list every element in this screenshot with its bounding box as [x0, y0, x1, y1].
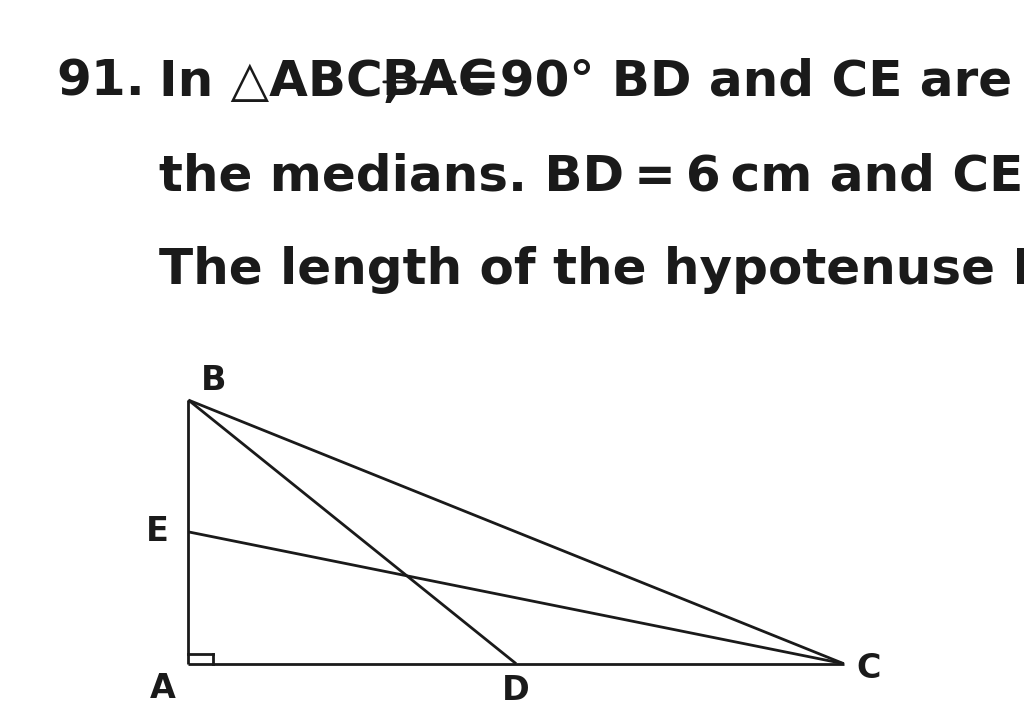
Text: the medians. BD = 6 cm and CE = 8 cm.: the medians. BD = 6 cm and CE = 8 cm.	[159, 152, 1024, 200]
Text: C: C	[856, 652, 881, 685]
Text: B: B	[201, 364, 226, 397]
Text: A: A	[151, 671, 176, 705]
Text: =90° BD and CE are: =90° BD and CE are	[458, 58, 1012, 106]
Text: In △ABC,: In △ABC,	[159, 58, 412, 106]
Text: 91.: 91.	[56, 58, 145, 106]
Text: The length of the hypotenuse BC is :: The length of the hypotenuse BC is :	[159, 247, 1024, 294]
Text: D: D	[502, 674, 530, 707]
Text: E: E	[145, 515, 169, 548]
Text: BAC: BAC	[381, 58, 495, 106]
